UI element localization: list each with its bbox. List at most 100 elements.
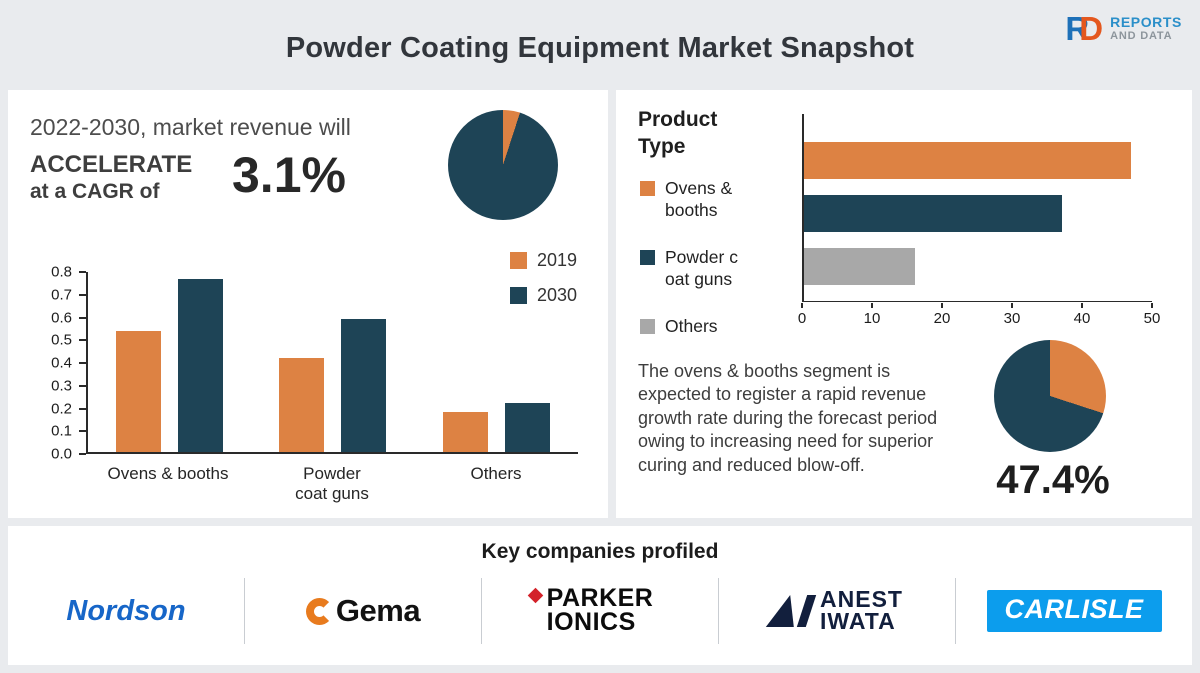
rd-logo-letter-d: D [1079, 10, 1104, 47]
x-tick-label-10: 10 [863, 310, 881, 327]
y-tick-label-0.1: 0.1 [51, 422, 72, 440]
company-cell-parker-ionics: PARKER IONICS [481, 578, 718, 644]
segment-description: The ovens & booths segment is expected t… [638, 361, 938, 475]
y-tick-label-0.6: 0.6 [51, 309, 72, 326]
revenue-chart-y-axis: 0.0 0.1 0.2 0.3 0.4 0.5 0.6 0.7 0.8 [28, 264, 86, 463]
share-value: 47.4% [996, 458, 1110, 502]
legend-item-2019: 2019 [510, 250, 577, 271]
parker-line1: PARKER [546, 584, 654, 613]
y-tick-mark-0.6 [79, 316, 86, 319]
hbar-others [804, 248, 916, 285]
revenue-chart-x-labels: Ovens & booths Powder coat guns Others [86, 458, 578, 503]
cagr-value: 3.1% [232, 147, 346, 203]
x-tick-mark-10 [871, 303, 873, 308]
legend-swatch-2030 [510, 287, 527, 304]
x-category-label-ovens-booths: Ovens & booths [107, 464, 229, 483]
anest-line2: IWATA [820, 608, 896, 634]
legend-label-2019: 2019 [537, 250, 578, 270]
x-tick-mark-20 [941, 303, 943, 308]
revenue-chart-legend: 2019 2030 [510, 250, 577, 306]
legend-label-ovens-booths: Ovens & booths [665, 178, 733, 220]
revenue-bar-chart: 0.0 0.1 0.2 0.3 0.4 0.5 0.6 0.7 0.8 Ovens & boot… [28, 264, 586, 503]
y-tick-label-0.5: 0.5 [51, 331, 72, 349]
anest-line1: ANEST [820, 586, 903, 613]
legend-swatch-2019 [510, 252, 527, 269]
bar-group-powder-coat-guns [279, 272, 387, 452]
anest-iwata-wordmark: ANEST IWATA [820, 586, 903, 634]
left-panel: 2022-2030, market revenue will ACCELERAT… [8, 90, 608, 518]
rd-logo-mark: R D [1065, 12, 1103, 45]
y-tick-label-0: 0.0 [51, 445, 72, 463]
gema-mark-icon [305, 597, 333, 625]
legend-label-powder-coat-guns: Powder c oat guns [665, 246, 738, 289]
y-tick-mark-0.3 [79, 384, 86, 387]
legend-swatch-others [640, 318, 655, 334]
intro-line: 2022-2030, market revenue will [30, 114, 351, 140]
y-tick-mark-0.8 [79, 271, 86, 273]
hbar-ovens-booths [804, 142, 1132, 179]
hbar-powder-coat-guns [804, 195, 1062, 232]
accelerate-label: ACCELERATE [30, 151, 193, 178]
bar-2030-powder-coat-guns [341, 319, 387, 452]
gema-wordmark: Gema [335, 593, 421, 628]
legend-item-2030: 2030 [510, 285, 577, 306]
reports-and-data-logo: R D REPORTS AND DATA [1065, 12, 1182, 45]
y-tick-mark-0.7 [79, 293, 86, 296]
legend-item-others: Others [640, 316, 738, 338]
legend-item-ovens-booths: Ovens & booths [640, 178, 738, 222]
parker-red-diamond-icon [527, 587, 543, 604]
company-cell-anest-iwata: ANEST IWATA [718, 578, 955, 644]
x-tick-label-40: 40 [1073, 310, 1091, 327]
x-tick-mark-0 [801, 303, 803, 308]
gema-logo: Gema [305, 593, 421, 629]
product-type-legend: Ovens & booths Powder c oat guns Others [640, 178, 738, 337]
share-pie-chart [994, 340, 1106, 452]
y-tick-mark-0.2 [79, 407, 86, 410]
product-type-chart-x-axis: 0 10 20 30 40 50 [798, 303, 1160, 329]
rd-logo-name-bottom: AND DATA [1110, 30, 1173, 43]
y-tick-label-0.4: 0.4 [51, 354, 72, 372]
company-cell-carlisle: CARLISLE [955, 578, 1192, 644]
bar-2030-ovens-booths [178, 278, 224, 452]
rd-logo-wordmark: REPORTS AND DATA [1110, 13, 1182, 43]
company-cell-nordson: Nordson [8, 578, 244, 644]
bar-2019-ovens-booths [116, 330, 162, 452]
y-tick-mark-0.1 [79, 430, 86, 433]
rd-logo-name-top: REPORTS [1110, 13, 1182, 30]
legend-swatch-ovens-booths [640, 181, 655, 196]
company-logo-row: Nordson Gema PARKER IONICS [8, 578, 1192, 644]
y-tick-label-0.3: 0.3 [51, 377, 72, 395]
companies-heading: Key companies profiled [481, 540, 719, 563]
bar-2030-others [504, 402, 550, 452]
carlisle-logo: CARLISLE [986, 590, 1162, 632]
product-type-heading: Product Type [638, 108, 718, 159]
anest-iwata-mark-icon [765, 595, 817, 627]
legend-label-others: Others [665, 315, 718, 336]
bar-2019-powder-coat-guns [279, 357, 325, 452]
legend-label-2030: 2030 [537, 285, 578, 305]
bar-group-ovens-booths [116, 272, 224, 452]
y-tick-mark-0.5 [79, 339, 86, 342]
product-type-chart-plot [802, 114, 1152, 302]
companies-panel: Key companies profiled Nordson Gema PARK… [8, 526, 1192, 665]
x-tick-label-20: 20 [933, 310, 951, 327]
cagr-label: at a CAGR of [30, 180, 160, 203]
cagr-pie-chart [448, 110, 558, 220]
x-tick-label-30: 30 [1003, 310, 1021, 327]
nordson-logo: Nordson [66, 594, 186, 627]
parker-ionics-logo: PARKER IONICS [527, 584, 654, 636]
company-cell-gema: Gema [244, 578, 481, 644]
bar-group-others [442, 272, 550, 452]
revenue-chart-plot [86, 272, 578, 454]
bar-2019-others [442, 411, 488, 452]
right-panel: Product Type Ovens & booths Powder c oat… [616, 90, 1192, 518]
x-tick-label-50: 50 [1143, 310, 1161, 327]
x-tick-mark-50 [1151, 303, 1153, 308]
y-tick-mark-0 [79, 453, 86, 455]
x-category-label-others: Others [470, 464, 522, 483]
x-tick-mark-40 [1081, 303, 1083, 308]
parker-line2: IONICS [546, 608, 636, 636]
legend-item-powder-coat-guns: Powder c oat guns [640, 247, 738, 291]
legend-swatch-powder-coat-guns [640, 249, 655, 265]
